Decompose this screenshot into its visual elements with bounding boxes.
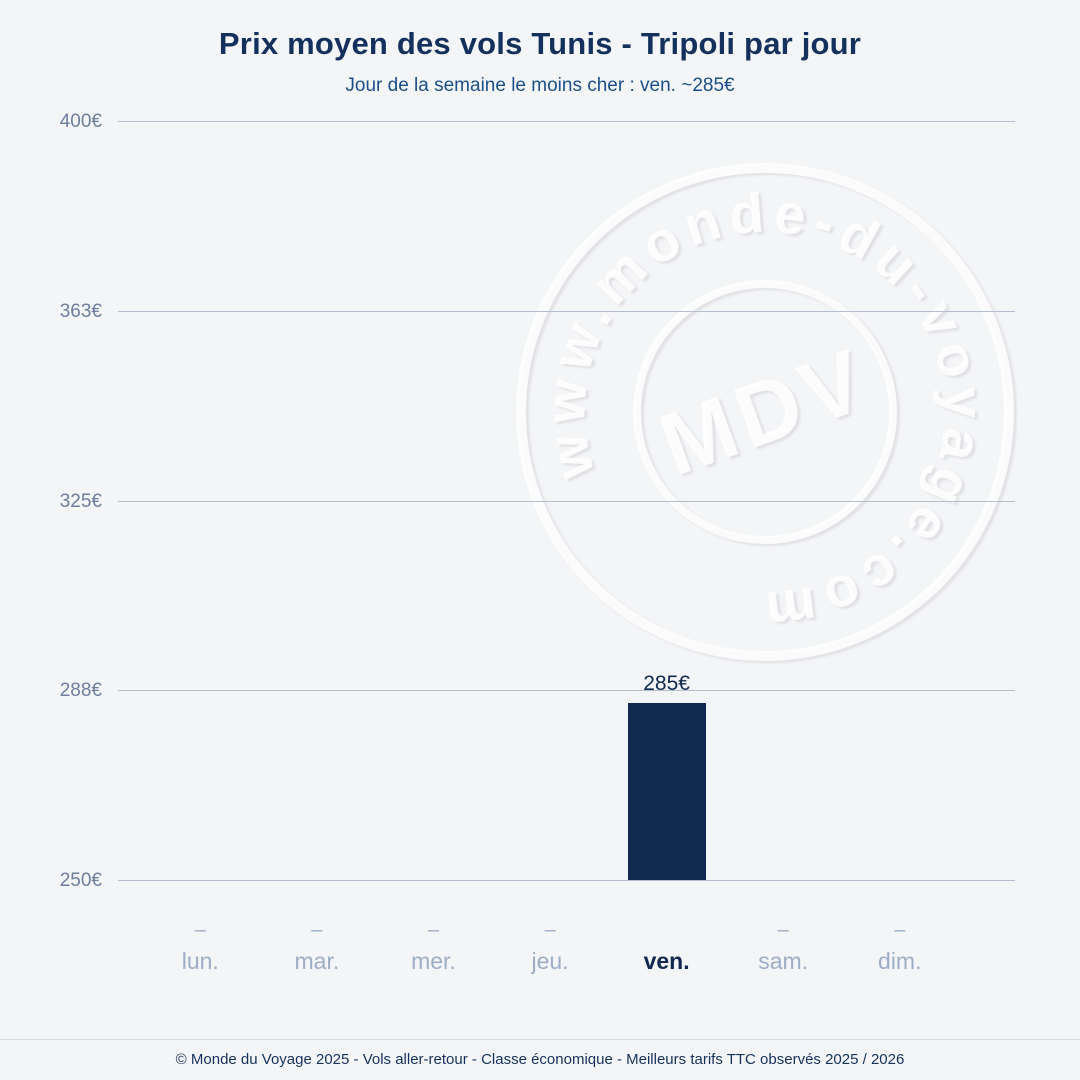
chart-column-jeu xyxy=(492,121,609,880)
x-cell-dim: – dim. xyxy=(841,916,958,975)
chart-subtitle: Jour de la semaine le moins cher : ven. … xyxy=(345,75,735,96)
y-tick-label: 250€ xyxy=(59,870,102,891)
chart-title: Prix moyen des vols Tunis - Tripoli par … xyxy=(218,26,862,61)
footer-text: © Monde du Voyage 2025 - Vols aller-reto… xyxy=(175,1051,905,1068)
chart-column-sam xyxy=(725,121,842,880)
no-data-marker: – xyxy=(544,919,556,941)
y-tick-label: 288€ xyxy=(59,680,102,702)
x-axis-labels: – lun. – mar. – mer. – jeu. ven. – sam. – dim. xyxy=(142,916,958,975)
day-label-mar: mar. xyxy=(294,948,340,974)
no-data-marker: – xyxy=(427,919,439,941)
day-label-sam: sam. xyxy=(758,948,809,974)
no-data-marker: – xyxy=(194,919,206,941)
x-cell-jeu: – jeu. xyxy=(492,916,609,975)
x-cell-ven: ven. xyxy=(608,916,725,975)
day-label-mer: mer. xyxy=(411,948,456,974)
no-data-marker: – xyxy=(777,919,789,941)
bar-value-label: 285€ xyxy=(643,671,690,695)
y-tick-label: 400€ xyxy=(59,111,102,132)
x-cell-mer: – mer. xyxy=(375,916,492,975)
y-tick-label: 325€ xyxy=(59,490,102,512)
chart-column-mar xyxy=(259,121,376,880)
chart-column-ven: 285€ xyxy=(608,121,725,880)
day-label-lun: lun. xyxy=(181,948,219,974)
day-label-ven: ven. xyxy=(643,948,690,974)
day-label-jeu: jeu. xyxy=(531,948,569,974)
gridline: 250€ xyxy=(60,870,1015,891)
chart-column-dim xyxy=(841,121,958,880)
chart-column-mer xyxy=(375,121,492,880)
no-data-marker xyxy=(608,916,725,948)
x-cell-lun: – lun. xyxy=(142,916,259,975)
gridline: 288€ xyxy=(60,680,1015,701)
gridline: 400€ xyxy=(60,111,1015,132)
x-cell-sam: – sam. xyxy=(725,916,842,975)
footer: © Monde du Voyage 2025 - Vols aller-reto… xyxy=(0,1039,1080,1068)
x-cell-mar: – mar. xyxy=(259,916,376,975)
y-tick-label: 363€ xyxy=(59,300,102,322)
no-data-marker: – xyxy=(894,919,906,941)
chart-plot-area: 285€ xyxy=(142,121,958,880)
bar-ven[interactable]: 285€ xyxy=(627,672,706,880)
no-data-marker: – xyxy=(311,919,323,941)
day-label-dim: dim. xyxy=(878,948,922,974)
chart-column-lun xyxy=(142,121,259,880)
